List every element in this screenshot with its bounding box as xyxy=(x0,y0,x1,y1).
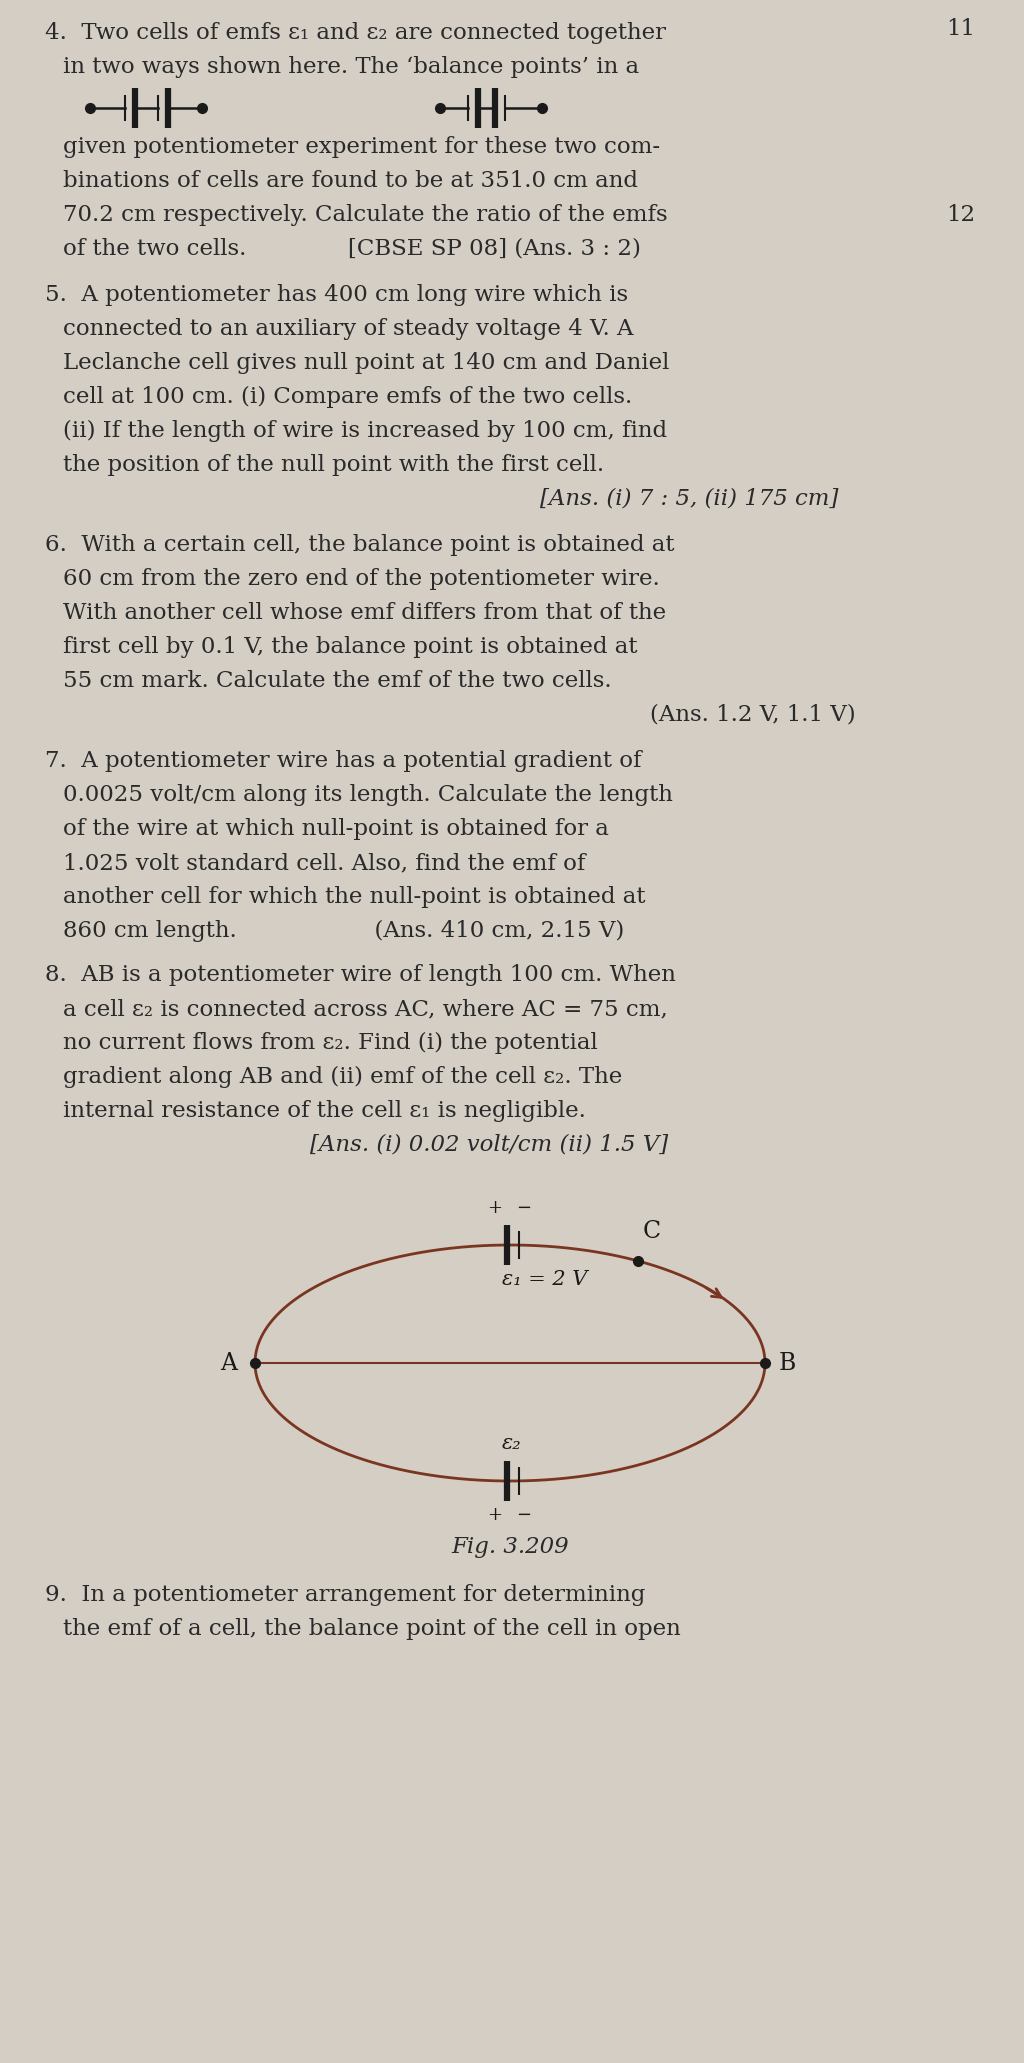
Text: −: − xyxy=(516,1506,531,1525)
Text: ε₁ = 2 V: ε₁ = 2 V xyxy=(502,1271,588,1289)
Text: [Ans. (i) 0.02 volt/cm (ii) 1.5 V]: [Ans. (i) 0.02 volt/cm (ii) 1.5 V] xyxy=(310,1135,668,1155)
Text: in two ways shown here. The ‘balance points’ in a: in two ways shown here. The ‘balance poi… xyxy=(63,56,639,78)
Text: binations of cells are found to be at 351.0 cm and: binations of cells are found to be at 35… xyxy=(63,169,638,192)
Text: ε₂: ε₂ xyxy=(502,1434,521,1452)
Text: of the wire at which null-point is obtained for a: of the wire at which null-point is obtai… xyxy=(63,819,609,840)
Text: 60 cm from the zero end of the potentiometer wire.: 60 cm from the zero end of the potentiom… xyxy=(63,567,659,590)
Text: the emf of a cell, the balance point of the cell in open: the emf of a cell, the balance point of … xyxy=(63,1617,681,1640)
Text: [Ans. (i) 7 : 5, (ii) 175 cm]: [Ans. (i) 7 : 5, (ii) 175 cm] xyxy=(540,489,839,510)
Text: of the two cells.              [CBSE SP 08] (Ans. 3 : 2): of the two cells. [CBSE SP 08] (Ans. 3 :… xyxy=(63,237,641,260)
Text: another cell for which the null-point is obtained at: another cell for which the null-point is… xyxy=(63,885,645,908)
Text: cell at 100 cm. (i) Compare emfs of the two cells.: cell at 100 cm. (i) Compare emfs of the … xyxy=(63,386,632,408)
Text: B: B xyxy=(779,1351,797,1374)
Text: +: + xyxy=(487,1199,503,1217)
Text: internal resistance of the cell ε₁ is negligible.: internal resistance of the cell ε₁ is ne… xyxy=(63,1100,586,1122)
Text: 70.2 cm respectively. Calculate the ratio of the emfs: 70.2 cm respectively. Calculate the rati… xyxy=(63,204,668,227)
Text: Fig. 3.209: Fig. 3.209 xyxy=(452,1537,568,1558)
Text: gradient along AB and (ii) emf of the cell ε₂. The: gradient along AB and (ii) emf of the ce… xyxy=(63,1067,623,1087)
Text: 8.  AB is a potentiometer wire of length 100 cm. When: 8. AB is a potentiometer wire of length … xyxy=(45,963,676,986)
Text: +: + xyxy=(487,1506,503,1525)
Text: given potentiometer experiment for these two com-: given potentiometer experiment for these… xyxy=(63,136,660,159)
Text: 12: 12 xyxy=(946,204,975,227)
Text: 1.025 volt standard cell. Also, find the emf of: 1.025 volt standard cell. Also, find the… xyxy=(63,852,586,875)
Text: 5.  A potentiometer has 400 cm long wire which is: 5. A potentiometer has 400 cm long wire … xyxy=(45,285,628,305)
Text: 860 cm length.                   (Ans. 410 cm, 2.15 V): 860 cm length. (Ans. 410 cm, 2.15 V) xyxy=(63,920,625,943)
Text: 0.0025 volt/cm along its length. Calculate the length: 0.0025 volt/cm along its length. Calcula… xyxy=(63,784,673,807)
Text: 7.  A potentiometer wire has a potential gradient of: 7. A potentiometer wire has a potential … xyxy=(45,751,641,772)
Text: connected to an auxiliary of steady voltage 4 V. A: connected to an auxiliary of steady volt… xyxy=(63,318,634,340)
Text: C: C xyxy=(642,1219,660,1242)
Text: first cell by 0.1 V, the balance point is obtained at: first cell by 0.1 V, the balance point i… xyxy=(63,635,638,658)
Text: A: A xyxy=(220,1351,237,1374)
Text: −: − xyxy=(516,1199,531,1217)
Text: (ii) If the length of wire is increased by 100 cm, find: (ii) If the length of wire is increased … xyxy=(63,421,667,441)
Text: 55 cm mark. Calculate the emf of the two cells.: 55 cm mark. Calculate the emf of the two… xyxy=(63,670,611,691)
Text: Leclanche cell gives null point at 140 cm and Daniel: Leclanche cell gives null point at 140 c… xyxy=(63,353,670,373)
Text: 11: 11 xyxy=(946,19,975,39)
Text: With another cell whose emf differs from that of the: With another cell whose emf differs from… xyxy=(63,602,667,623)
Text: a cell ε₂ is connected across AC, where AC = 75 cm,: a cell ε₂ is connected across AC, where … xyxy=(63,998,668,1019)
Text: 9.  In a potentiometer arrangement for determining: 9. In a potentiometer arrangement for de… xyxy=(45,1584,645,1605)
Text: the position of the null point with the first cell.: the position of the null point with the … xyxy=(63,454,604,477)
Text: 6.  With a certain cell, the balance point is obtained at: 6. With a certain cell, the balance poin… xyxy=(45,534,675,557)
Text: 4.  Two cells of emfs ε₁ and ε₂ are connected together: 4. Two cells of emfs ε₁ and ε₂ are conne… xyxy=(45,23,666,43)
Text: no current flows from ε₂. Find (i) the potential: no current flows from ε₂. Find (i) the p… xyxy=(63,1032,598,1054)
Text: (Ans. 1.2 V, 1.1 V): (Ans. 1.2 V, 1.1 V) xyxy=(650,703,856,726)
